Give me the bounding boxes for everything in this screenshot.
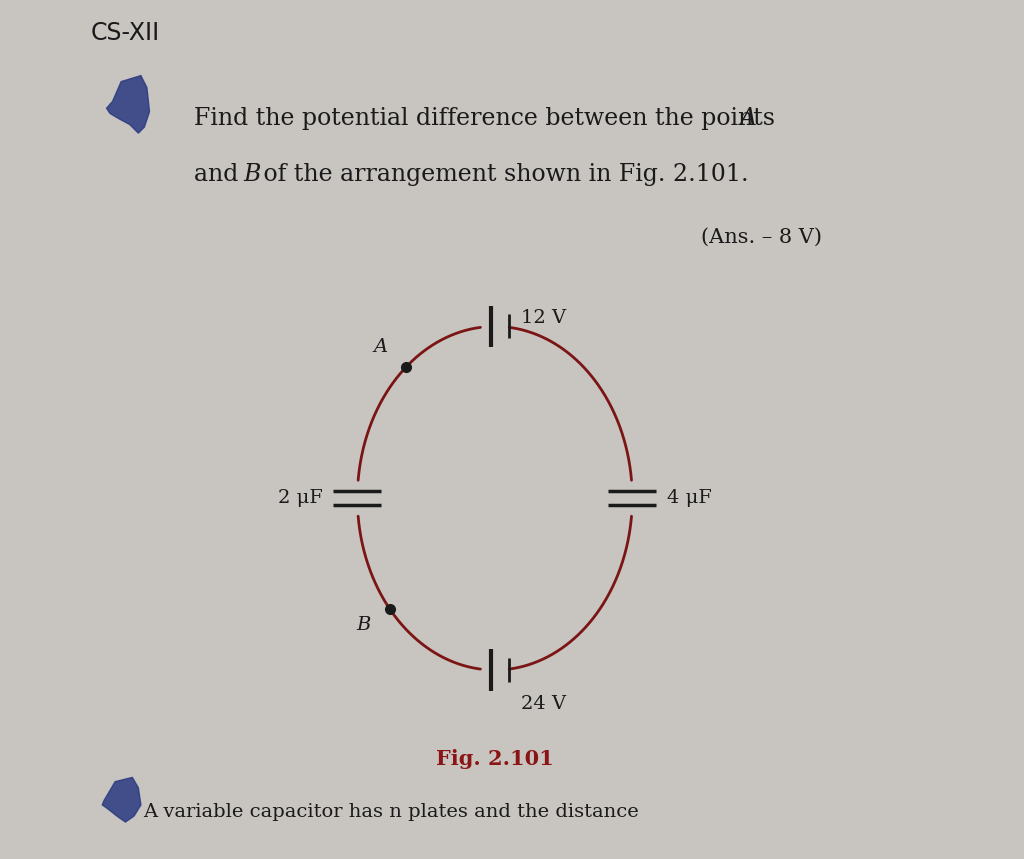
Text: Find the potential difference between the points: Find the potential difference between th… xyxy=(195,107,782,131)
Text: 4 μF: 4 μF xyxy=(667,490,712,507)
Text: A: A xyxy=(739,107,757,131)
Text: CS-XII: CS-XII xyxy=(91,21,161,46)
Text: Fig. 2.101: Fig. 2.101 xyxy=(436,749,554,769)
Text: A variable capacitor has n plates and the distance: A variable capacitor has n plates and th… xyxy=(142,803,638,820)
Text: B: B xyxy=(356,616,371,634)
Text: of the arrangement shown in Fig. 2.101.: of the arrangement shown in Fig. 2.101. xyxy=(256,163,749,186)
Polygon shape xyxy=(106,76,150,133)
Text: 12 V: 12 V xyxy=(520,309,565,326)
Text: A: A xyxy=(374,338,387,356)
Text: 24 V: 24 V xyxy=(520,696,565,713)
Text: (Ans. – 8 V): (Ans. – 8 V) xyxy=(701,228,822,247)
Text: B: B xyxy=(243,163,260,186)
Polygon shape xyxy=(102,777,141,822)
Text: and: and xyxy=(195,163,246,186)
Text: 2 μF: 2 μF xyxy=(279,490,323,507)
